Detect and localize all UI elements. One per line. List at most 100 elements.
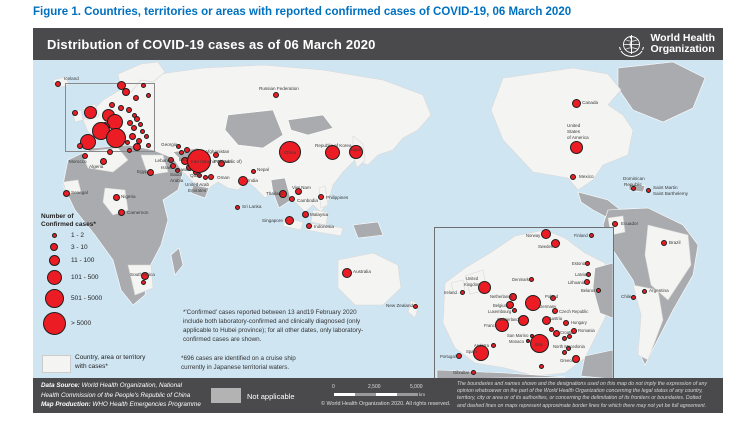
map-label: Saudi xyxy=(170,172,182,177)
map-label-chile: Chile xyxy=(621,294,632,299)
footnote-line: include both laboratory-confirmed and cl… xyxy=(183,318,361,325)
map-label: Emirates xyxy=(188,188,207,193)
bubble-georgia xyxy=(175,143,181,149)
scale-tick-0: 0 xyxy=(332,384,335,390)
map-label-mexico: Mexico xyxy=(579,174,594,179)
map-label-viet-nam: Viet Nam xyxy=(292,185,311,190)
map-label-andorra: Andorra xyxy=(474,343,489,348)
data-source-line: Health Commission of the People's Republ… xyxy=(41,391,191,399)
map-label-brazil: Brazil xyxy=(669,240,681,245)
bubble-russia xyxy=(273,92,279,98)
data-source-text: Data Source: World Health Organization, … xyxy=(41,381,201,410)
map-label-latvia: Latvia xyxy=(575,272,587,277)
map-label-morocco: Morocco xyxy=(69,159,87,164)
bubble-lithuania xyxy=(584,279,590,285)
map-label-luxembourg: Luxembourg xyxy=(488,309,512,314)
who-emblem-icon xyxy=(619,34,645,57)
bubble-italy xyxy=(529,333,549,353)
map-label-afghanistan: Afghanistan xyxy=(205,149,230,154)
map-label-senegal: Senegal xyxy=(71,190,88,195)
legend-circle-icon xyxy=(41,270,67,285)
bubble-pakistan xyxy=(217,159,225,167)
bubble-sweden xyxy=(122,88,130,96)
bubble-portugal xyxy=(77,143,83,149)
bubble-lebanon xyxy=(168,157,174,163)
bubble-south-africa-2 xyxy=(140,279,146,285)
map-label: States xyxy=(567,129,581,134)
map-label-oman: Oman xyxy=(217,175,230,180)
map-label-new-zealand: New Zealand xyxy=(386,303,414,308)
legend-title-line2: Confirmed cases* xyxy=(41,221,96,228)
map-label: Saint Martin xyxy=(653,185,678,190)
bubble-tunisia xyxy=(107,149,113,155)
map-label-romania: Romania xyxy=(578,328,595,333)
bubble-malaysia xyxy=(301,210,309,218)
map-label-ireland: Ireland xyxy=(444,290,457,295)
bubble-czech-republic xyxy=(552,308,558,314)
map-label-canada: Canada xyxy=(582,100,599,105)
map-label-france: France xyxy=(484,323,498,328)
legend-circle-icon xyxy=(41,233,67,238)
bubble-north-macedonia xyxy=(565,345,571,351)
bubble-ecuador xyxy=(612,221,618,227)
bubble-united-states xyxy=(569,140,583,154)
bubble-singapore xyxy=(284,215,294,225)
not-applicable-label: Not applicable xyxy=(247,392,295,401)
scale-tick-2500: 2,500 xyxy=(368,384,381,390)
bubble-romania xyxy=(571,328,577,334)
bubble-dominican-republic xyxy=(630,185,636,191)
legend-area-label: Country, area or territory with cases* xyxy=(75,354,145,371)
map-label-cameroon: Cameroon xyxy=(127,210,149,215)
map-label-lebanon: Lebanon xyxy=(155,158,173,163)
legend-circle-icon xyxy=(41,289,67,308)
bubble-new-zealand xyxy=(412,303,418,309)
bubble-croatia xyxy=(131,125,137,131)
bubble-estonia xyxy=(584,260,590,266)
bubble-estonia xyxy=(145,92,151,98)
bubble-china xyxy=(279,141,301,163)
map-label-china: China xyxy=(284,150,297,155)
bubble-israel xyxy=(170,163,176,169)
map-footer-bar: Data Source: World Health Organization, … xyxy=(33,378,723,413)
bubble-uae xyxy=(202,174,208,180)
world-map: Iceland Morocco Algeria Egypt Senegal Nigeria… xyxy=(33,60,723,378)
map-label-switzerland: Switzerland xyxy=(497,317,519,322)
bubble-albania xyxy=(561,349,567,355)
bubble-algeria xyxy=(99,157,107,165)
bubble-ukraine xyxy=(134,116,140,122)
scale-segment xyxy=(376,393,397,396)
bubble-cyprus xyxy=(145,142,151,148)
legend-item-label: 11 - 100 xyxy=(71,257,95,264)
legend-circle-icon xyxy=(41,255,67,266)
footnote-line: applicable to Hubei province); for all o… xyxy=(183,327,364,334)
bubble-senegal xyxy=(62,189,70,197)
bubble-gibraltar xyxy=(470,369,476,375)
map-label-austria: Austria xyxy=(549,316,563,321)
bubble-cameroon xyxy=(117,208,125,216)
bubble-azerbaijan xyxy=(184,147,190,153)
bubble-cambodia xyxy=(289,196,295,202)
map-label-australia: Australia xyxy=(353,269,371,274)
who-logo: World Health Organization xyxy=(618,30,715,58)
bubble-viet-nam xyxy=(294,187,302,195)
figure-title: Figure 1. Countries, territories or area… xyxy=(33,6,572,18)
bubble-indonesia xyxy=(306,223,312,229)
europe-inset-map: Norway Finland Sweden Estonia Latvia Lithuani… xyxy=(434,227,614,378)
map-label-iceland: Iceland xyxy=(64,76,79,81)
legend-title-line1: Number of xyxy=(41,213,74,220)
bubble-india xyxy=(238,176,248,186)
bubble-sweden xyxy=(550,238,560,248)
disclaimer-text: The boundaries and names shown and the d… xyxy=(457,381,719,410)
map-label-gibraltar: Gibraltar xyxy=(453,370,470,375)
map-label-nigeria: Nigeria xyxy=(121,194,136,199)
map-label-russia: Russian Federation xyxy=(259,86,299,91)
bubble-austria xyxy=(541,315,551,325)
map-label-ecuador: Ecuador xyxy=(621,221,639,226)
legend-item: 11 - 100 xyxy=(41,255,102,266)
map-label: United xyxy=(466,276,479,281)
map-label-singapore: Singapore xyxy=(262,218,283,223)
legend-item: 3 - 10 xyxy=(41,243,102,251)
bubble-ireland xyxy=(459,289,465,295)
bubble-chile xyxy=(630,294,636,300)
legend-circle-icon xyxy=(41,243,67,251)
